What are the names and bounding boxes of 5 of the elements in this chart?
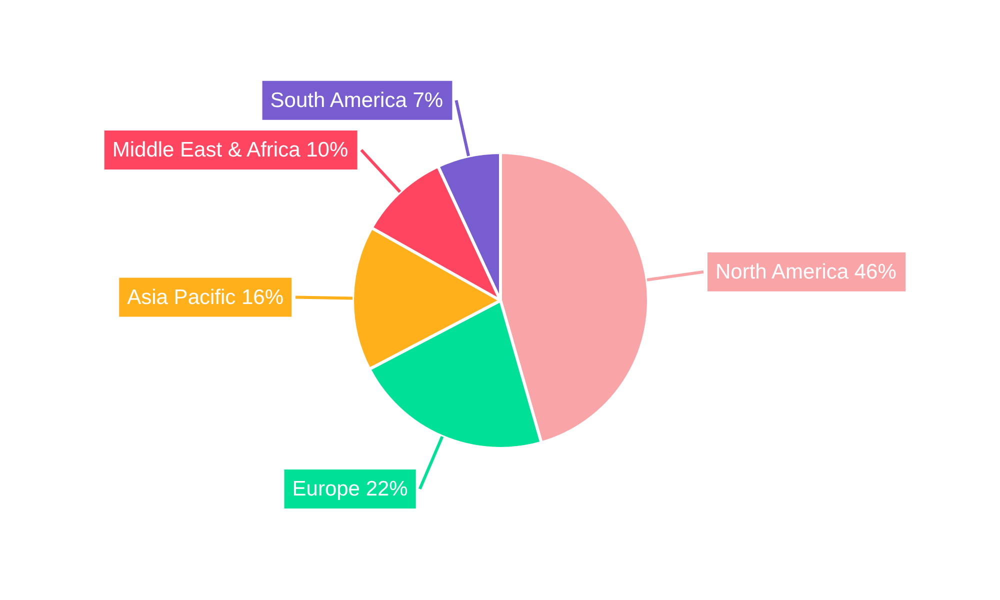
- slice-label: Europe 22%: [292, 477, 408, 500]
- slice-label: Asia Pacific 16%: [127, 286, 284, 309]
- slice-label: North America 46%: [715, 260, 896, 284]
- slice-label: Middle East & Africa 10%: [112, 138, 348, 162]
- slice-label: South America 7%: [270, 88, 444, 112]
